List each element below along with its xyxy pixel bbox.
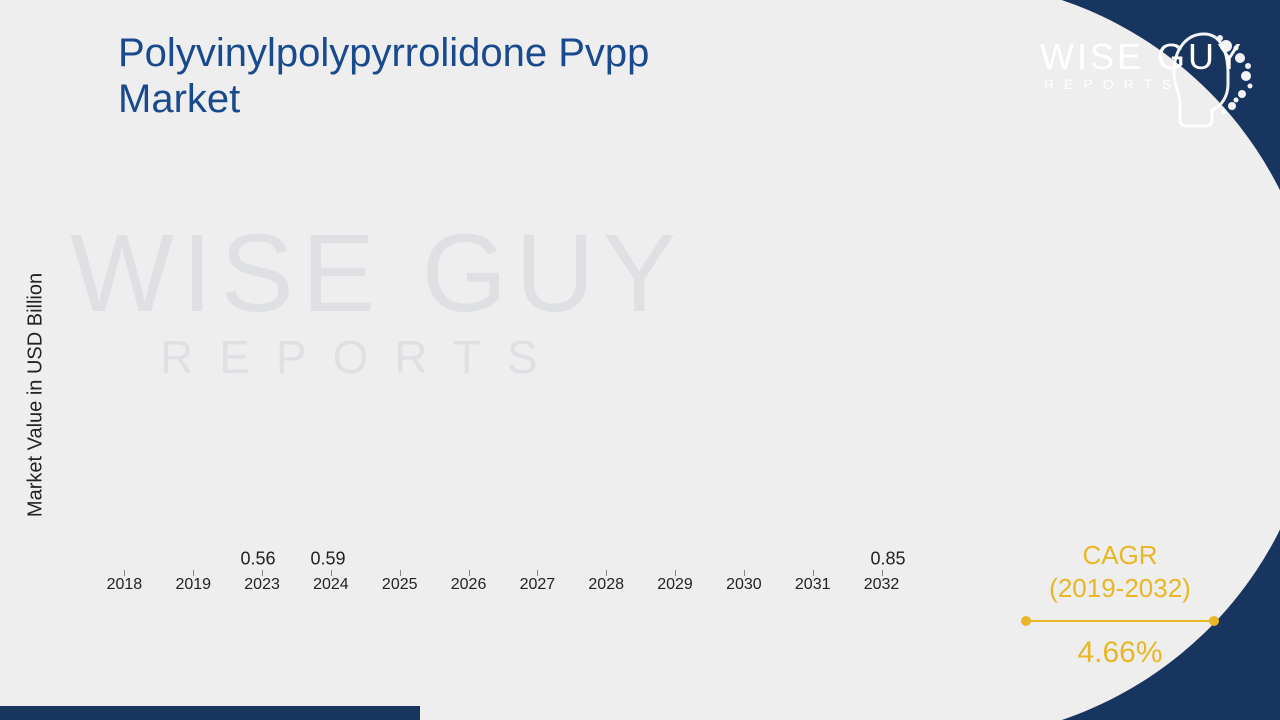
cagr-divider [1026, 620, 1214, 622]
infographic-canvas: WISE GUY REPORTS Polyvinylpolypyrrolidon… [0, 0, 1280, 720]
logo-main-text: WISE GUY [1040, 36, 1244, 78]
x-tick: 2029 [641, 576, 710, 610]
x-tick: 2019 [159, 576, 228, 610]
x-tick: 2023 [228, 576, 297, 610]
x-tick: 2028 [572, 576, 641, 610]
plot-area: 0.56 0.59 0.85 [90, 180, 916, 576]
x-tick: 2026 [434, 576, 503, 610]
logo-sub-text: REPORTS [1040, 76, 1244, 92]
cagr-label-line1: CAGR [1082, 540, 1157, 570]
cagr-label-line2: (2019-2032) [1049, 573, 1191, 603]
x-tick: 2027 [503, 576, 572, 610]
x-tick: 2024 [296, 576, 365, 610]
x-axis: 2018201920232024202520262027202820292030… [90, 576, 916, 610]
y-axis-label: Market Value in USD Billion [25, 273, 48, 517]
x-tick: 2032 [847, 576, 916, 610]
page-title: Polyvinylpolypyrrolidone Pvpp Market [118, 30, 758, 122]
cagr-label: CAGR (2019-2032) [1020, 539, 1220, 604]
bar-value-label: 0.59 [310, 549, 345, 570]
cagr-value: 4.66% [1020, 636, 1220, 670]
brand-logo: WISE GUY REPORTS [1040, 36, 1244, 92]
cagr-block: CAGR (2019-2032) 4.66% [1020, 539, 1220, 670]
bottom-strip [0, 706, 420, 720]
bars-container: 0.56 0.59 0.85 [90, 180, 916, 576]
x-tick: 2018 [90, 576, 159, 610]
x-tick: 2030 [709, 576, 778, 610]
x-tick: 2031 [778, 576, 847, 610]
x-tick: 2025 [365, 576, 434, 610]
bar-chart: Market Value in USD Billion 0.560.590.85… [46, 180, 916, 610]
bar-value-label: 0.56 [240, 549, 275, 570]
bar-value-label: 0.85 [870, 549, 905, 570]
